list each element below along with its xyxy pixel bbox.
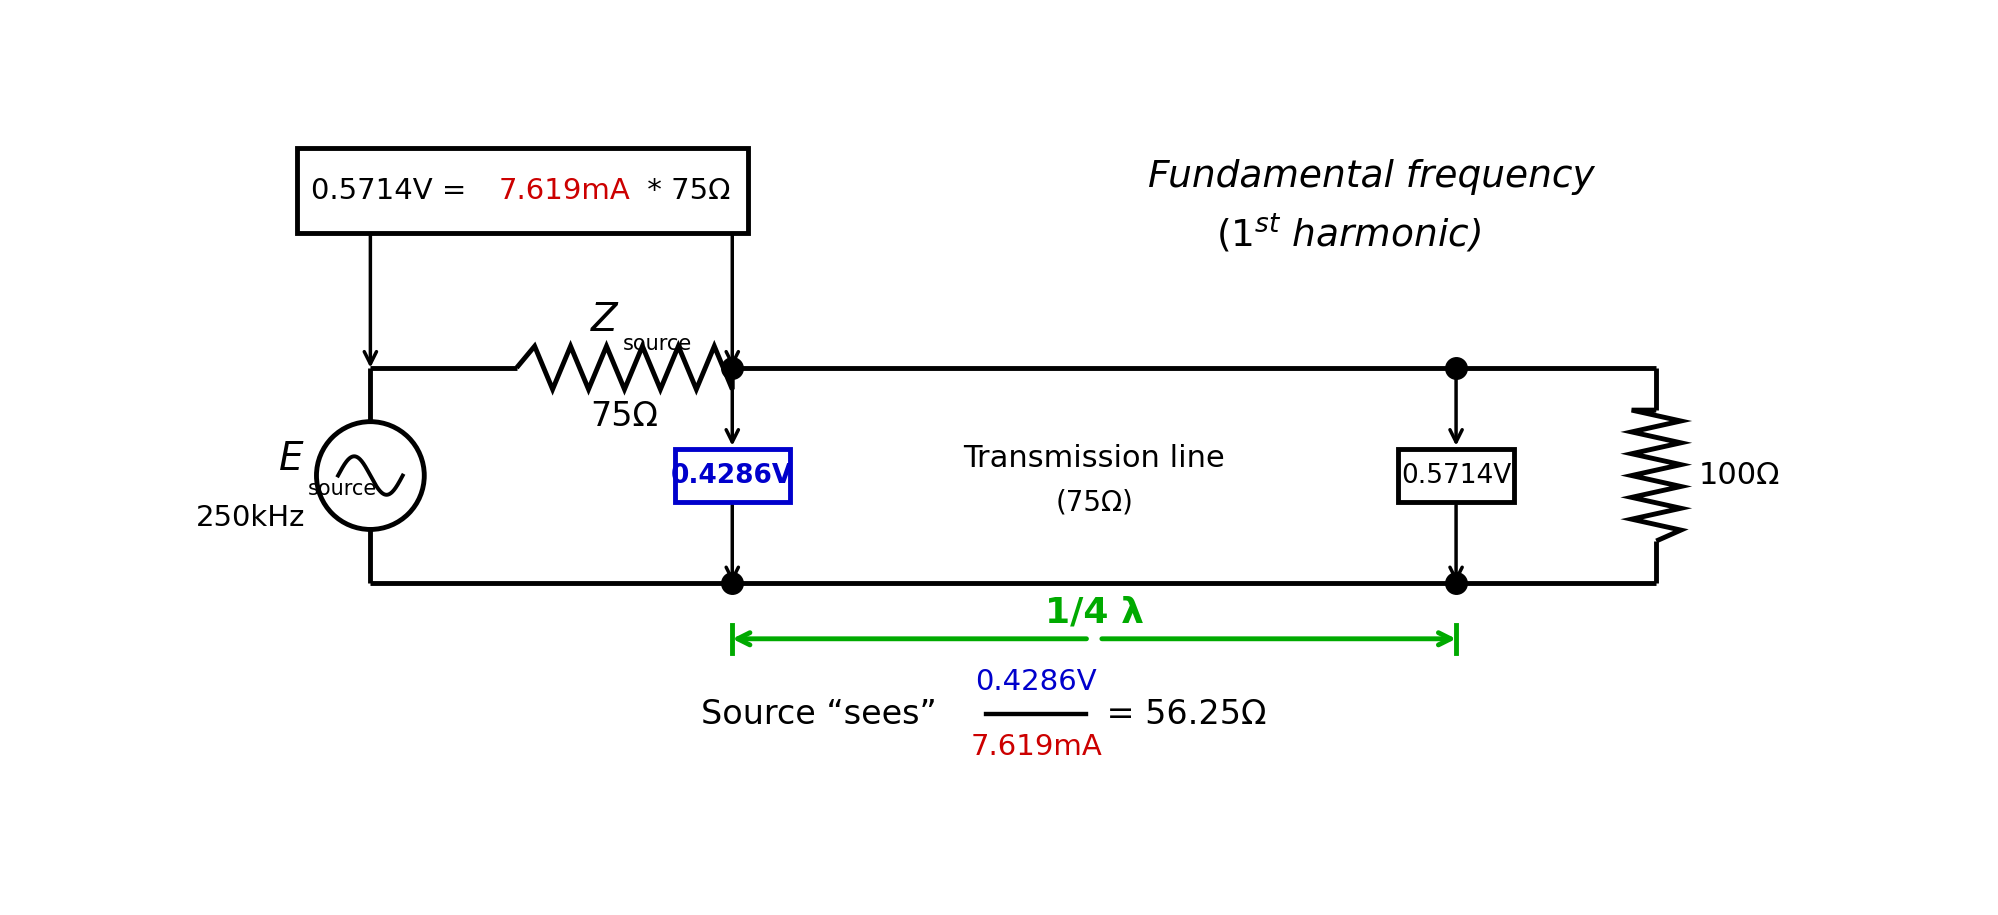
Text: source: source bbox=[623, 334, 691, 354]
Point bbox=[715, 361, 747, 375]
Text: Source “sees”: Source “sees” bbox=[701, 698, 937, 731]
Text: 0.5714V: 0.5714V bbox=[1401, 463, 1510, 489]
Text: 0.4286V: 0.4286V bbox=[975, 668, 1097, 696]
Text: 100Ω: 100Ω bbox=[1698, 461, 1778, 490]
Text: $(1^{st}$ harmonic): $(1^{st}$ harmonic) bbox=[1215, 211, 1481, 254]
Text: = 56.25Ω: = 56.25Ω bbox=[1095, 698, 1265, 731]
Text: (75Ω): (75Ω) bbox=[1055, 489, 1133, 516]
Point bbox=[1439, 361, 1471, 375]
Bar bbox=[298, 148, 747, 233]
Text: Fundamental frequency: Fundamental frequency bbox=[1147, 159, 1594, 195]
Text: * 75Ω: * 75Ω bbox=[637, 177, 729, 205]
Text: Transmission line: Transmission line bbox=[963, 444, 1225, 473]
Text: 250kHz: 250kHz bbox=[196, 504, 306, 532]
Text: 1/4 λ: 1/4 λ bbox=[1045, 596, 1143, 630]
Text: 75Ω: 75Ω bbox=[589, 400, 657, 433]
Text: source: source bbox=[308, 479, 378, 500]
Text: 0.4286V: 0.4286V bbox=[671, 463, 793, 489]
Bar bbox=[1399, 448, 1512, 502]
Text: 7.619mA: 7.619mA bbox=[500, 177, 631, 205]
Text: 7.619mA: 7.619mA bbox=[971, 733, 1101, 760]
Text: $\mathit{E}$: $\mathit{E}$ bbox=[278, 439, 306, 478]
Bar bbox=[673, 448, 789, 502]
Point bbox=[715, 576, 747, 591]
Text: 0.5714V =: 0.5714V = bbox=[312, 177, 476, 205]
Text: $\mathit{Z}$: $\mathit{Z}$ bbox=[589, 301, 619, 339]
Point bbox=[1439, 576, 1471, 591]
